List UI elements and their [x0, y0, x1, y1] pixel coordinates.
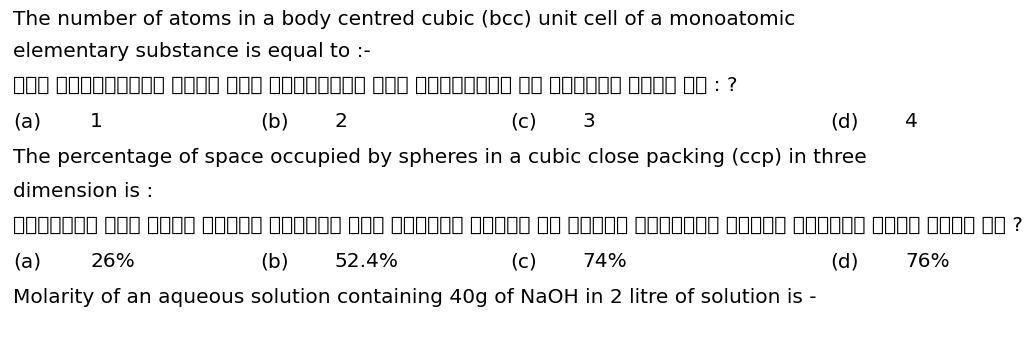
Text: (a): (a): [13, 252, 41, 271]
Text: 1: 1: [90, 112, 102, 131]
Text: 2: 2: [335, 112, 348, 131]
Text: (d): (d): [830, 112, 858, 131]
Text: elementary substance is equal to :-: elementary substance is equal to :-: [13, 42, 371, 61]
Text: The percentage of space occupied by spheres in a cubic close packing (ccp) in th: The percentage of space occupied by sphe…: [13, 148, 866, 167]
Text: dimension is :: dimension is :: [13, 182, 154, 201]
Text: 74%: 74%: [582, 252, 627, 271]
Text: 26%: 26%: [90, 252, 135, 271]
Text: 76%: 76%: [905, 252, 949, 271]
Text: अतः केन्द्रित घनीय एकक कोष्ठिका में परमाणुओं की संख्या होती है : ?: अतः केन्द्रित घनीय एकक कोष्ठिका में परमा…: [13, 76, 737, 95]
Text: 4: 4: [905, 112, 918, 131]
Text: (b): (b): [260, 252, 289, 271]
Text: Molarity of an aqueous solution containing 40g of NaOH in 2 litre of solution is: Molarity of an aqueous solution containi…: [13, 288, 816, 307]
Text: (a): (a): [13, 112, 41, 131]
Text: (c): (c): [510, 112, 537, 131]
Text: 3: 3: [582, 112, 595, 131]
Text: 52.4%: 52.4%: [335, 252, 399, 271]
Text: त्रिविम में वर्ग निविड संकुलन में उपलब्ध स्थान का कितना प्रतिशत गोलों द्वारा घेर: त्रिविम में वर्ग निविड संकुलन में उपलब्ध…: [13, 216, 1023, 235]
Text: (b): (b): [260, 112, 289, 131]
Text: (d): (d): [830, 252, 858, 271]
Text: The number of atoms in a body centred cubic (bcc) unit cell of a monoatomic: The number of atoms in a body centred cu…: [13, 10, 796, 29]
Text: (c): (c): [510, 252, 537, 271]
